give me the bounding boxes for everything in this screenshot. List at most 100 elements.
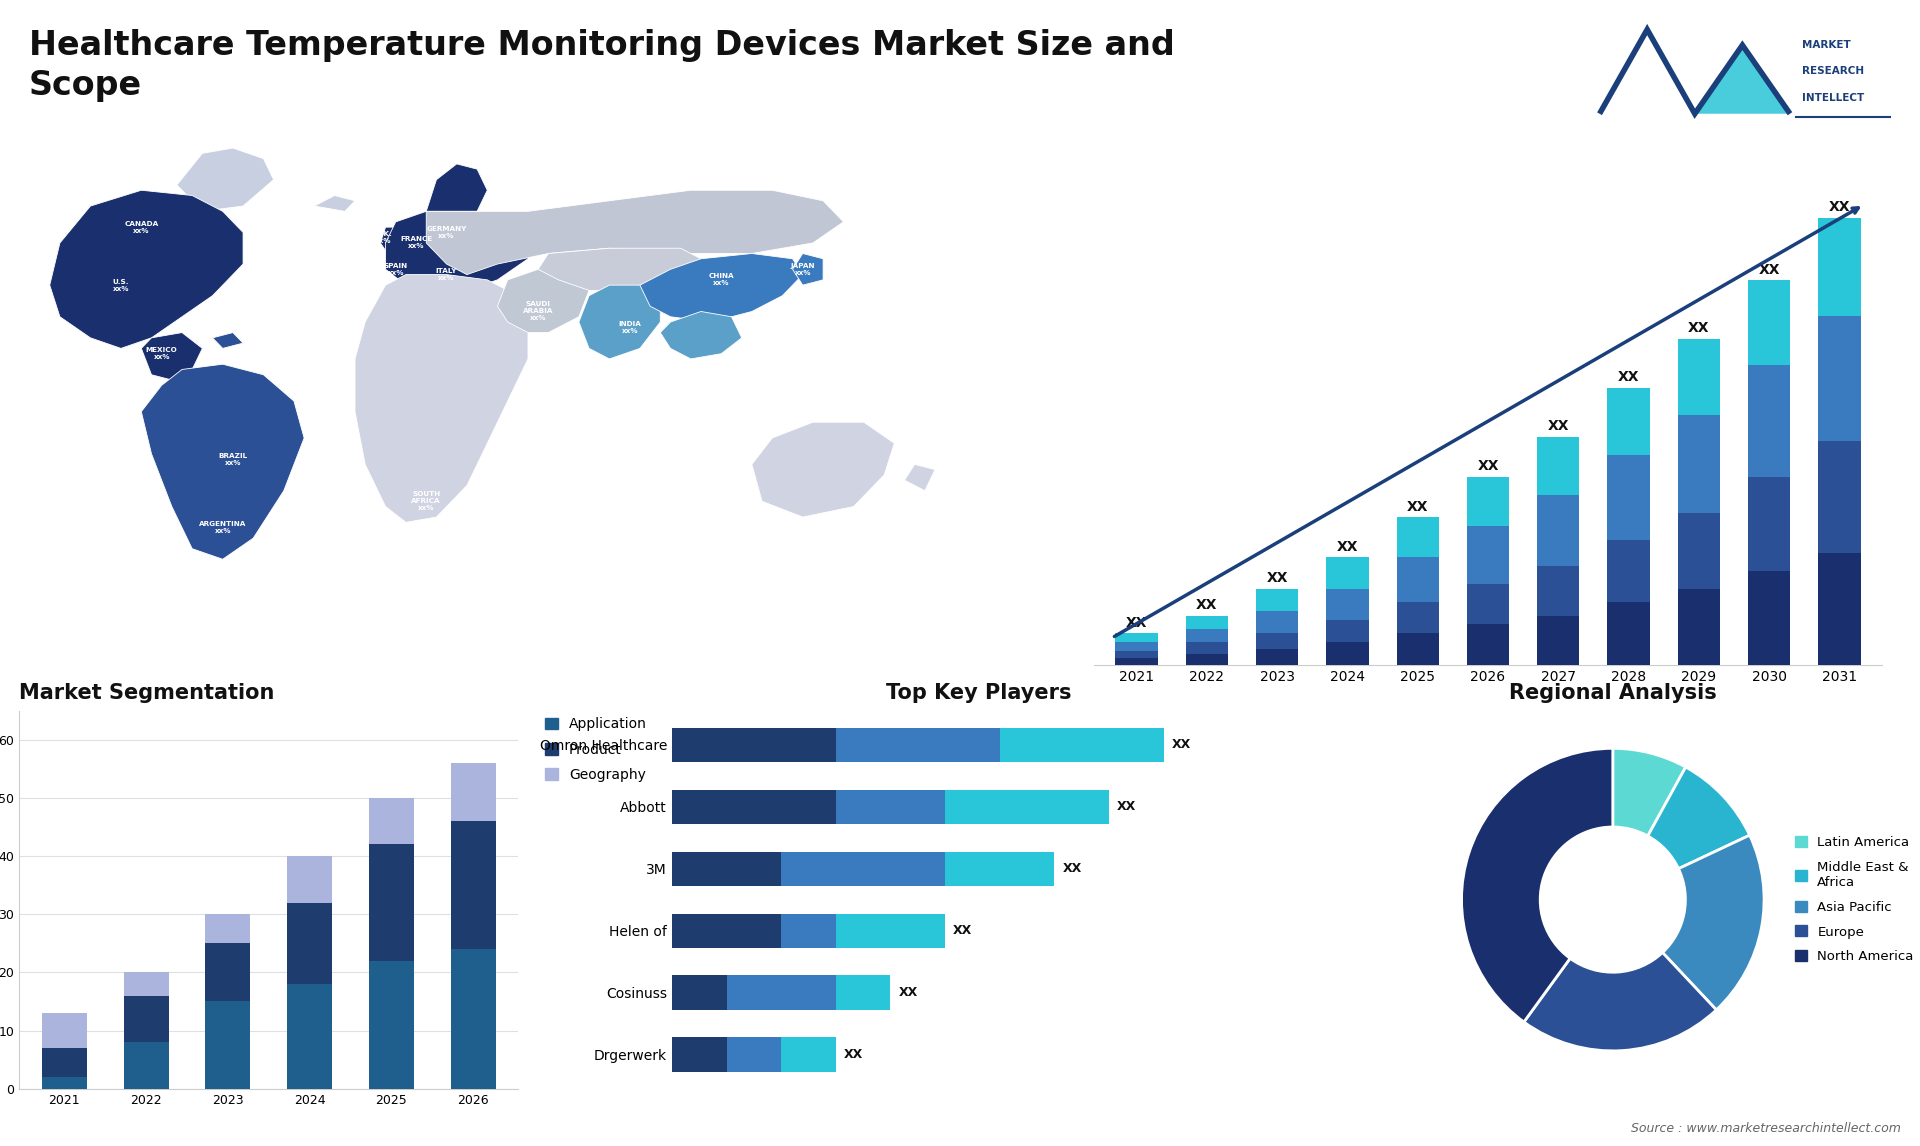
Bar xyxy=(1256,589,1298,611)
Legend: Latin America, Middle East &
Africa, Asia Pacific, Europe, North America: Latin America, Middle East & Africa, Asi… xyxy=(1789,831,1918,968)
Bar xyxy=(1607,540,1649,602)
Bar xyxy=(1678,415,1720,512)
Bar xyxy=(451,821,495,949)
Bar xyxy=(1678,338,1720,415)
Bar xyxy=(369,845,415,960)
Text: FRANCE
xx%: FRANCE xx% xyxy=(399,236,432,250)
Polygon shape xyxy=(315,196,355,211)
Polygon shape xyxy=(904,464,935,490)
Text: XX: XX xyxy=(1062,862,1081,876)
Bar xyxy=(1467,477,1509,526)
Bar xyxy=(672,913,781,948)
Bar xyxy=(1607,455,1649,540)
Bar xyxy=(1116,658,1158,665)
Bar xyxy=(123,972,169,996)
Bar xyxy=(1818,554,1860,665)
Polygon shape xyxy=(380,227,396,253)
Bar xyxy=(42,1047,86,1077)
Bar xyxy=(1818,316,1860,441)
Bar xyxy=(288,984,332,1089)
Bar xyxy=(1187,643,1229,653)
Text: XX: XX xyxy=(1828,201,1851,214)
Text: XX: XX xyxy=(1196,598,1217,612)
Bar xyxy=(1747,366,1789,477)
Bar xyxy=(1000,728,1164,762)
Text: INDIA
xx%: INDIA xx% xyxy=(618,321,641,333)
Bar xyxy=(1327,643,1369,665)
Text: XX: XX xyxy=(899,986,918,999)
Bar xyxy=(1256,611,1298,634)
Bar xyxy=(1538,566,1580,615)
Polygon shape xyxy=(497,269,589,332)
Bar xyxy=(1747,477,1789,571)
Bar xyxy=(672,728,835,762)
Polygon shape xyxy=(386,211,528,290)
Bar xyxy=(672,1037,726,1072)
Text: INTELLECT: INTELLECT xyxy=(1801,93,1864,103)
Bar xyxy=(369,960,415,1089)
Bar xyxy=(1327,620,1369,643)
Polygon shape xyxy=(142,332,202,380)
Bar xyxy=(781,913,835,948)
Text: XX: XX xyxy=(1476,460,1500,473)
Bar xyxy=(1747,281,1789,366)
Bar xyxy=(205,1002,250,1089)
Bar xyxy=(1327,557,1369,589)
Bar xyxy=(451,949,495,1089)
Bar xyxy=(1467,526,1509,584)
Bar xyxy=(205,915,250,943)
Polygon shape xyxy=(580,285,660,359)
Title: Top Key Players: Top Key Players xyxy=(887,683,1071,704)
Bar xyxy=(205,943,250,1002)
Bar xyxy=(1396,557,1438,602)
Bar xyxy=(451,763,495,821)
Bar xyxy=(1256,649,1298,665)
Bar xyxy=(1256,634,1298,649)
Bar xyxy=(726,975,835,1010)
Text: MEXICO
xx%: MEXICO xx% xyxy=(146,347,177,360)
Bar xyxy=(1538,615,1580,665)
Text: XX: XX xyxy=(1619,370,1640,384)
Text: XX: XX xyxy=(1171,738,1190,752)
Text: SOUTH
AFRICA
xx%: SOUTH AFRICA xx% xyxy=(411,492,442,511)
Bar xyxy=(1467,584,1509,625)
Text: JAPAN
xx%: JAPAN xx% xyxy=(791,262,814,276)
Bar xyxy=(123,996,169,1042)
Wedge shape xyxy=(1524,952,1716,1051)
Text: RESEARCH: RESEARCH xyxy=(1801,66,1864,77)
Polygon shape xyxy=(1695,45,1789,113)
Text: XX: XX xyxy=(1117,800,1137,814)
Bar xyxy=(1187,653,1229,665)
Text: XX: XX xyxy=(1548,419,1569,433)
Bar xyxy=(1818,441,1860,554)
Text: Healthcare Temperature Monitoring Devices Market Size and
Scope: Healthcare Temperature Monitoring Device… xyxy=(29,29,1175,102)
Bar xyxy=(781,1037,835,1072)
Text: XX: XX xyxy=(1336,540,1357,554)
Bar xyxy=(1116,651,1158,658)
Polygon shape xyxy=(177,148,275,211)
Text: CANADA
xx%: CANADA xx% xyxy=(125,221,159,234)
Text: XX: XX xyxy=(1688,321,1709,335)
Bar xyxy=(1607,387,1649,455)
Wedge shape xyxy=(1461,748,1613,1022)
Bar xyxy=(672,851,781,886)
Text: Market Segmentation: Market Segmentation xyxy=(19,683,275,704)
Bar xyxy=(1467,625,1509,665)
Text: XX: XX xyxy=(1759,262,1780,277)
Text: SAUDI
ARABIA
xx%: SAUDI ARABIA xx% xyxy=(522,301,553,322)
Text: ITALY
xx%: ITALY xx% xyxy=(436,268,457,281)
Bar xyxy=(42,1077,86,1089)
Wedge shape xyxy=(1647,767,1749,869)
Bar xyxy=(835,913,945,948)
Bar xyxy=(672,790,835,824)
Polygon shape xyxy=(50,190,244,348)
Bar xyxy=(42,1013,86,1047)
Bar xyxy=(1116,643,1158,651)
Text: U.K.
xx%: U.K. xx% xyxy=(374,231,392,244)
Bar xyxy=(1116,634,1158,643)
Bar xyxy=(1607,602,1649,665)
Bar xyxy=(835,728,1000,762)
Bar xyxy=(1327,589,1369,620)
Bar xyxy=(1678,512,1720,589)
Polygon shape xyxy=(660,312,741,359)
